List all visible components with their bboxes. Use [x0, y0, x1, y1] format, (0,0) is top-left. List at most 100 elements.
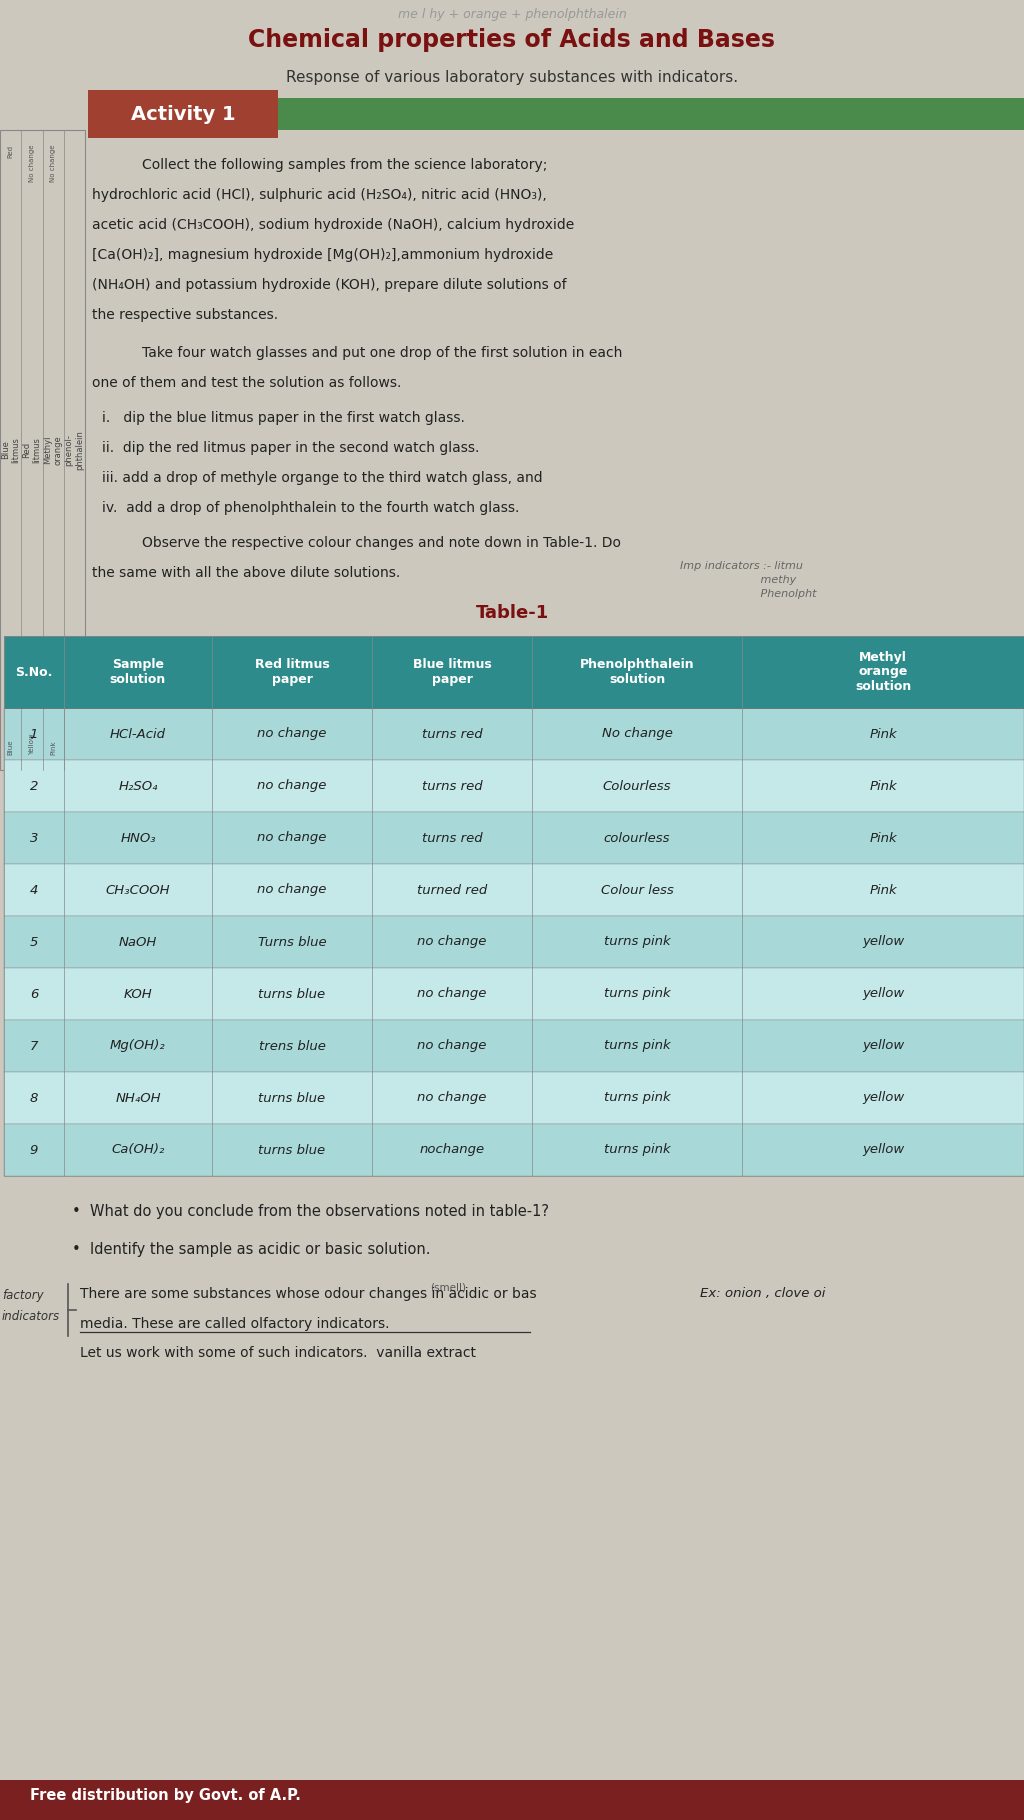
Bar — [4, 708, 1024, 761]
Text: 1: 1 — [30, 728, 38, 741]
Text: one of them and test the solution as follows.: one of them and test the solution as fol… — [92, 377, 401, 389]
Text: 2: 2 — [30, 779, 38, 792]
Text: Pink: Pink — [869, 728, 897, 741]
Text: There are some substances whose odour changes in acidic or bas: There are some substances whose odour ch… — [80, 1287, 537, 1301]
Text: me l hy + orange + phenolphthalein: me l hy + orange + phenolphthalein — [397, 7, 627, 22]
Text: turns blue: turns blue — [258, 1143, 326, 1156]
Text: Colourless: Colourless — [603, 779, 672, 792]
Bar — [4, 1072, 1024, 1125]
Text: Table-1: Table-1 — [475, 604, 549, 622]
Text: turns pink: turns pink — [604, 935, 671, 948]
Text: NH₄OH: NH₄OH — [115, 1092, 161, 1105]
Text: CH₃COOH: CH₃COOH — [105, 883, 170, 897]
Text: Ca(OH)₂: Ca(OH)₂ — [112, 1143, 165, 1156]
Text: Response of various laboratory substances with indicators.: Response of various laboratory substance… — [286, 69, 738, 86]
Text: the respective substances.: the respective substances. — [92, 308, 279, 322]
Text: yellow: yellow — [862, 1039, 904, 1052]
Text: Observe the respective colour changes and note down in Table-1. Do: Observe the respective colour changes an… — [142, 537, 621, 550]
Text: turns blue: turns blue — [258, 988, 326, 1001]
Text: phenol-
phthalein: phenol- phthalein — [65, 430, 84, 470]
Text: Ex: onion , clove oi: Ex: onion , clove oi — [700, 1287, 825, 1299]
Text: •  What do you conclude from the observations noted in table-1?: • What do you conclude from the observat… — [72, 1205, 549, 1219]
Text: iv.  add a drop of phenolphthalein to the fourth watch glass.: iv. add a drop of phenolphthalein to the… — [102, 501, 519, 515]
Text: No change: No change — [601, 728, 673, 741]
Text: 3: 3 — [30, 832, 38, 844]
Text: S.No.: S.No. — [15, 666, 52, 679]
Text: yellow: yellow — [862, 935, 904, 948]
Bar — [4, 915, 1024, 968]
Text: 6: 6 — [30, 988, 38, 1001]
Text: Imp indicators :- litmu
                       methy
                       Phen: Imp indicators :- litmu methy Phen — [680, 561, 816, 599]
Text: Turns blue: Turns blue — [258, 935, 327, 948]
Text: Pink: Pink — [869, 779, 897, 792]
Text: iii. add a drop of methyle organge to the third watch glass, and: iii. add a drop of methyle organge to th… — [102, 471, 543, 484]
Bar — [88, 98, 1024, 129]
Bar — [4, 761, 1024, 812]
Text: no change: no change — [257, 883, 327, 897]
Text: [Ca(OH)₂], magnesium hydroxide [Mg(OH)₂],ammonium hydroxide: [Ca(OH)₂], magnesium hydroxide [Mg(OH)₂]… — [92, 248, 553, 262]
Text: nochange: nochange — [420, 1143, 484, 1156]
Text: Free distribution by Govt. of A.P.: Free distribution by Govt. of A.P. — [30, 1787, 301, 1804]
Text: no change: no change — [418, 988, 486, 1001]
Text: Sample
solution: Sample solution — [110, 659, 166, 686]
Text: turns blue: turns blue — [258, 1092, 326, 1105]
Bar — [4, 635, 1024, 708]
Bar — [0, 1780, 1024, 1820]
Text: (smell): (smell) — [430, 1281, 466, 1292]
Bar — [4, 968, 1024, 1019]
Text: 5: 5 — [30, 935, 38, 948]
Text: yellow: yellow — [862, 1143, 904, 1156]
Text: trens blue: trens blue — [259, 1039, 326, 1052]
Text: KOH: KOH — [124, 988, 153, 1001]
Text: hydrochloric acid (HCl), sulphuric acid (H₂SO₄), nitric acid (HNO₃),: hydrochloric acid (HCl), sulphuric acid … — [92, 187, 547, 202]
Text: turns red: turns red — [422, 832, 482, 844]
Bar — [4, 812, 1024, 864]
Text: Yellow: Yellow — [29, 733, 35, 755]
Bar — [4, 1125, 1024, 1176]
Text: the same with all the above dilute solutions.: the same with all the above dilute solut… — [92, 566, 400, 581]
Text: acetic acid (CH₃COOH), sodium hydroxide (NaOH), calcium hydroxide: acetic acid (CH₃COOH), sodium hydroxide … — [92, 218, 574, 231]
Text: Activity 1: Activity 1 — [131, 104, 236, 124]
Text: 8: 8 — [30, 1092, 38, 1105]
Text: no change: no change — [418, 1039, 486, 1052]
Text: Red
litmus: Red litmus — [23, 437, 42, 462]
Text: Blue
litmus: Blue litmus — [1, 437, 20, 462]
Text: no change: no change — [418, 935, 486, 948]
Text: no change: no change — [257, 728, 327, 741]
Text: 9: 9 — [30, 1143, 38, 1156]
Text: HNO₃: HNO₃ — [120, 832, 156, 844]
Text: H₂SO₄: H₂SO₄ — [118, 779, 158, 792]
Text: Mg(OH)₂: Mg(OH)₂ — [111, 1039, 166, 1052]
Text: turns red: turns red — [422, 779, 482, 792]
Text: yellow: yellow — [862, 1092, 904, 1105]
Text: 7: 7 — [30, 1039, 38, 1052]
Text: NaOH: NaOH — [119, 935, 158, 948]
Text: •  Identify the sample as acidic or basic solution.: • Identify the sample as acidic or basic… — [72, 1241, 430, 1258]
Text: Take four watch glasses and put one drop of the first solution in each: Take four watch glasses and put one drop… — [142, 346, 623, 360]
Text: Red: Red — [7, 146, 13, 158]
Text: turns pink: turns pink — [604, 1039, 671, 1052]
Bar — [0, 129, 85, 770]
Text: no change: no change — [257, 832, 327, 844]
Text: Pink: Pink — [869, 883, 897, 897]
Text: factory: factory — [2, 1289, 44, 1301]
Text: yellow: yellow — [862, 988, 904, 1001]
Text: i.   dip the blue litmus paper in the first watch glass.: i. dip the blue litmus paper in the firs… — [102, 411, 465, 426]
Text: No change: No change — [29, 146, 35, 182]
Text: Pink: Pink — [50, 741, 56, 755]
Text: Blue litmus
paper: Blue litmus paper — [413, 659, 492, 686]
Bar — [4, 1019, 1024, 1072]
Text: turns pink: turns pink — [604, 988, 671, 1001]
Text: ii.  dip the red litmus paper in the second watch glass.: ii. dip the red litmus paper in the seco… — [102, 440, 479, 455]
Text: indicators: indicators — [2, 1310, 60, 1323]
Text: Collect the following samples from the science laboratory;: Collect the following samples from the s… — [142, 158, 548, 173]
Bar — [88, 89, 278, 138]
Text: turns red: turns red — [422, 728, 482, 741]
Text: Methyl
orange: Methyl orange — [43, 435, 62, 464]
Text: Blue: Blue — [7, 739, 13, 755]
Text: media. These are called olfactory indicators.: media. These are called olfactory indica… — [80, 1318, 389, 1330]
Text: turns pink: turns pink — [604, 1143, 671, 1156]
Text: Colour less: Colour less — [601, 883, 674, 897]
Text: no change: no change — [257, 779, 327, 792]
Text: Let us work with some of such indicators.  vanilla extract: Let us work with some of such indicators… — [80, 1347, 476, 1360]
